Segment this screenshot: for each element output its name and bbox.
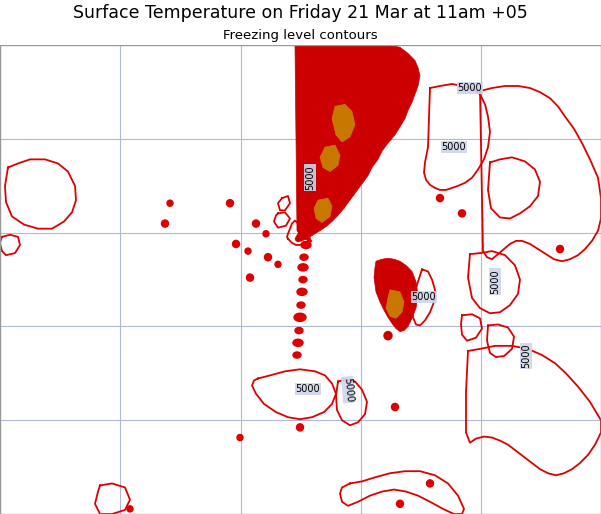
Circle shape bbox=[557, 246, 564, 252]
Ellipse shape bbox=[297, 302, 305, 308]
Ellipse shape bbox=[293, 339, 303, 346]
Polygon shape bbox=[332, 104, 355, 142]
Circle shape bbox=[296, 424, 304, 431]
Circle shape bbox=[459, 210, 466, 217]
Polygon shape bbox=[314, 198, 332, 223]
Text: 5000: 5000 bbox=[521, 344, 531, 369]
Circle shape bbox=[397, 500, 403, 507]
Circle shape bbox=[436, 194, 444, 201]
Circle shape bbox=[391, 403, 398, 411]
Ellipse shape bbox=[298, 264, 308, 271]
Text: 5000: 5000 bbox=[305, 166, 315, 190]
Polygon shape bbox=[320, 145, 340, 172]
Circle shape bbox=[127, 506, 133, 512]
Ellipse shape bbox=[297, 288, 307, 296]
Circle shape bbox=[237, 434, 243, 440]
Circle shape bbox=[245, 248, 251, 254]
Text: 5000: 5000 bbox=[296, 383, 320, 394]
Text: 5000: 5000 bbox=[342, 377, 354, 402]
Ellipse shape bbox=[293, 352, 301, 358]
Circle shape bbox=[427, 480, 433, 487]
Text: Surface Temperature on Friday 21 Mar at 11am +05: Surface Temperature on Friday 21 Mar at … bbox=[73, 4, 528, 22]
Polygon shape bbox=[386, 290, 404, 318]
Circle shape bbox=[233, 241, 240, 248]
Ellipse shape bbox=[300, 254, 308, 260]
Ellipse shape bbox=[294, 313, 306, 321]
Circle shape bbox=[167, 200, 173, 206]
Circle shape bbox=[227, 199, 234, 207]
Ellipse shape bbox=[299, 277, 307, 283]
Text: 5000: 5000 bbox=[412, 292, 436, 302]
Circle shape bbox=[252, 220, 260, 227]
Text: 5000: 5000 bbox=[458, 83, 483, 93]
Ellipse shape bbox=[295, 327, 303, 334]
Ellipse shape bbox=[301, 242, 311, 249]
Circle shape bbox=[263, 231, 269, 237]
Text: 5000: 5000 bbox=[442, 142, 466, 152]
Circle shape bbox=[264, 253, 272, 261]
Circle shape bbox=[275, 261, 281, 267]
Circle shape bbox=[162, 220, 168, 227]
Polygon shape bbox=[374, 258, 418, 332]
Circle shape bbox=[246, 274, 254, 281]
Polygon shape bbox=[295, 45, 420, 243]
Text: 5000: 5000 bbox=[490, 269, 500, 294]
Text: Freezing level contours: Freezing level contours bbox=[223, 29, 378, 42]
Circle shape bbox=[384, 332, 392, 340]
